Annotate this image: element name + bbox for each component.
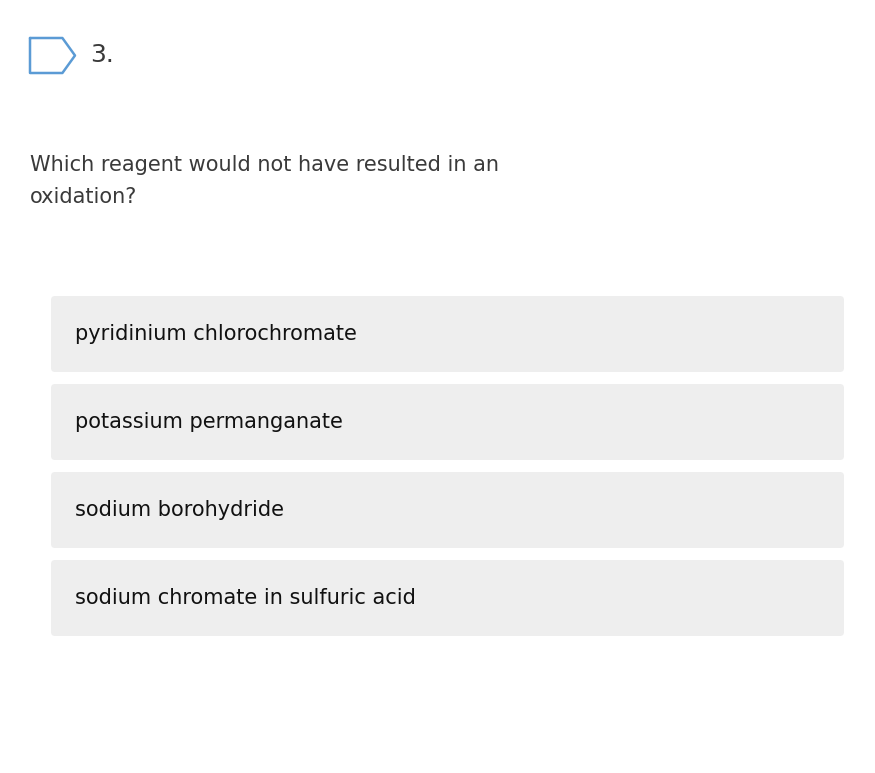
- FancyBboxPatch shape: [51, 472, 844, 548]
- Text: potassium permanganate: potassium permanganate: [75, 412, 343, 432]
- FancyBboxPatch shape: [51, 296, 844, 372]
- Text: pyridinium chlorochromate: pyridinium chlorochromate: [75, 324, 357, 344]
- Text: Which reagent would not have resulted in an: Which reagent would not have resulted in…: [30, 155, 499, 175]
- Text: oxidation?: oxidation?: [30, 187, 137, 207]
- FancyBboxPatch shape: [51, 384, 844, 460]
- Text: sodium borohydride: sodium borohydride: [75, 500, 284, 520]
- Text: 3.: 3.: [90, 43, 114, 67]
- FancyBboxPatch shape: [51, 560, 844, 636]
- Text: sodium chromate in sulfuric acid: sodium chromate in sulfuric acid: [75, 588, 416, 608]
